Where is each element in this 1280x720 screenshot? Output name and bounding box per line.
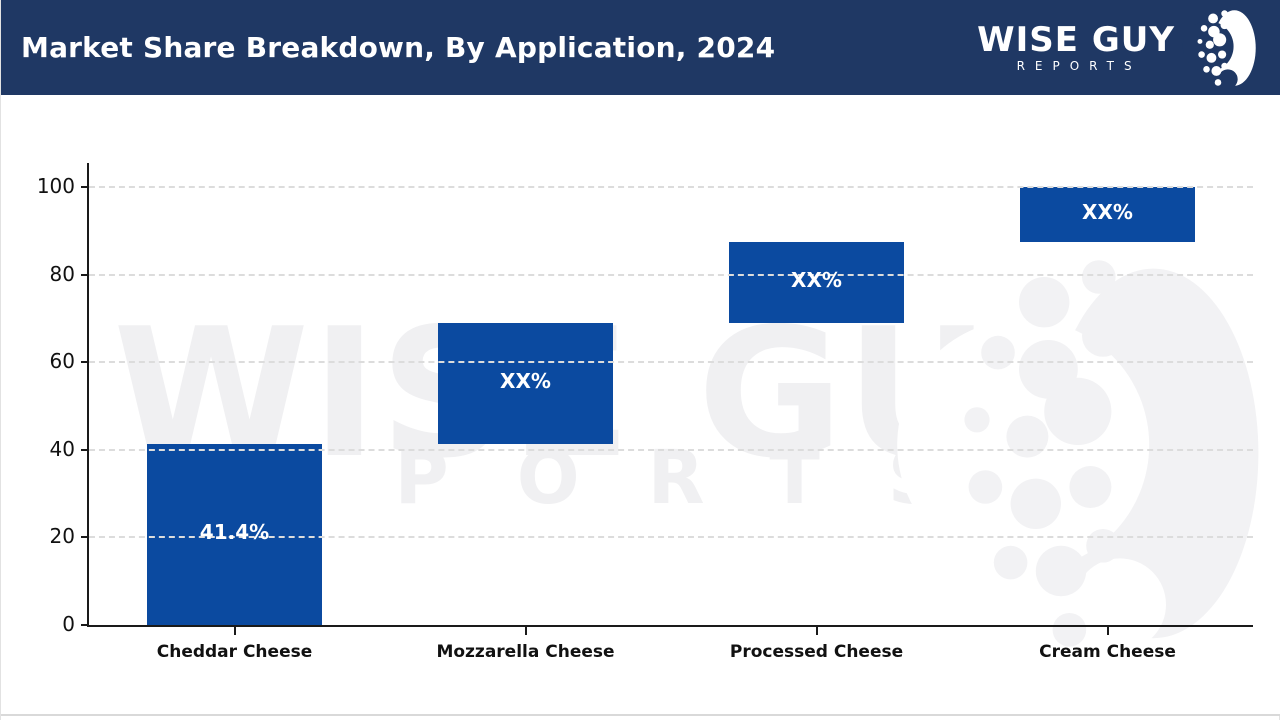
gridline (89, 536, 1253, 539)
y-tick-mark (81, 186, 89, 188)
bar-processed-cheese (729, 241, 904, 323)
bottom-divider (1, 714, 1280, 716)
x-tick-label: Cheddar Cheese (156, 642, 313, 662)
brand-logo-text: WISE GUY REPORTS (977, 23, 1175, 72)
x-tick-mark (524, 627, 527, 635)
bar-cheddar-cheese (147, 443, 322, 625)
x-tick-label: Processed Cheese (729, 642, 904, 662)
y-tick-mark (81, 273, 89, 276)
y-tick-label: 0 (62, 612, 75, 636)
x-axis-line (87, 625, 1253, 627)
gridline (89, 273, 1253, 276)
y-tick-label: 60 (49, 349, 75, 374)
y-tick-mark (81, 448, 89, 451)
gridline (89, 361, 1253, 364)
y-tick-label: 80 (49, 261, 75, 286)
bar-mozzarella-cheese (438, 322, 613, 444)
y-tick-label: 100 (36, 174, 75, 198)
gridline (89, 186, 1253, 188)
bar-cream-cheese (1020, 187, 1195, 242)
brand-logo: WISE GUY REPORTS (977, 6, 1259, 90)
chart-area: WISE GUY REPORTS (1, 95, 1280, 714)
chart-title: Market Share Breakdown, By Application, … (21, 31, 776, 64)
bar-value-label: XX% (500, 369, 551, 394)
x-tick-label: Mozzarella Cheese (436, 642, 615, 662)
brand-subname: REPORTS (1016, 59, 1142, 73)
x-tick-mark (815, 627, 818, 635)
y-tick-label: 20 (49, 524, 75, 549)
bar-value-label: 41.4% (199, 520, 270, 545)
gridline (89, 448, 1253, 451)
watermark-face-icon (897, 260, 1259, 651)
y-tick-mark (81, 624, 89, 626)
x-tick-label: Cream Cheese (1039, 642, 1176, 662)
y-tick-mark (81, 536, 89, 539)
bar-value-label: XX% (791, 268, 842, 293)
x-tick-mark (233, 627, 236, 635)
brand-name: WISE GUY (977, 20, 1175, 60)
bar-value-label: XX% (1082, 200, 1133, 225)
y-axis-line (87, 163, 89, 627)
y-tick-mark (81, 361, 89, 364)
brand-face-icon (1182, 9, 1256, 89)
x-tick-mark (1106, 627, 1109, 635)
y-tick-label: 40 (49, 436, 75, 461)
header-bar: Market Share Breakdown, By Application, … (1, 0, 1280, 95)
